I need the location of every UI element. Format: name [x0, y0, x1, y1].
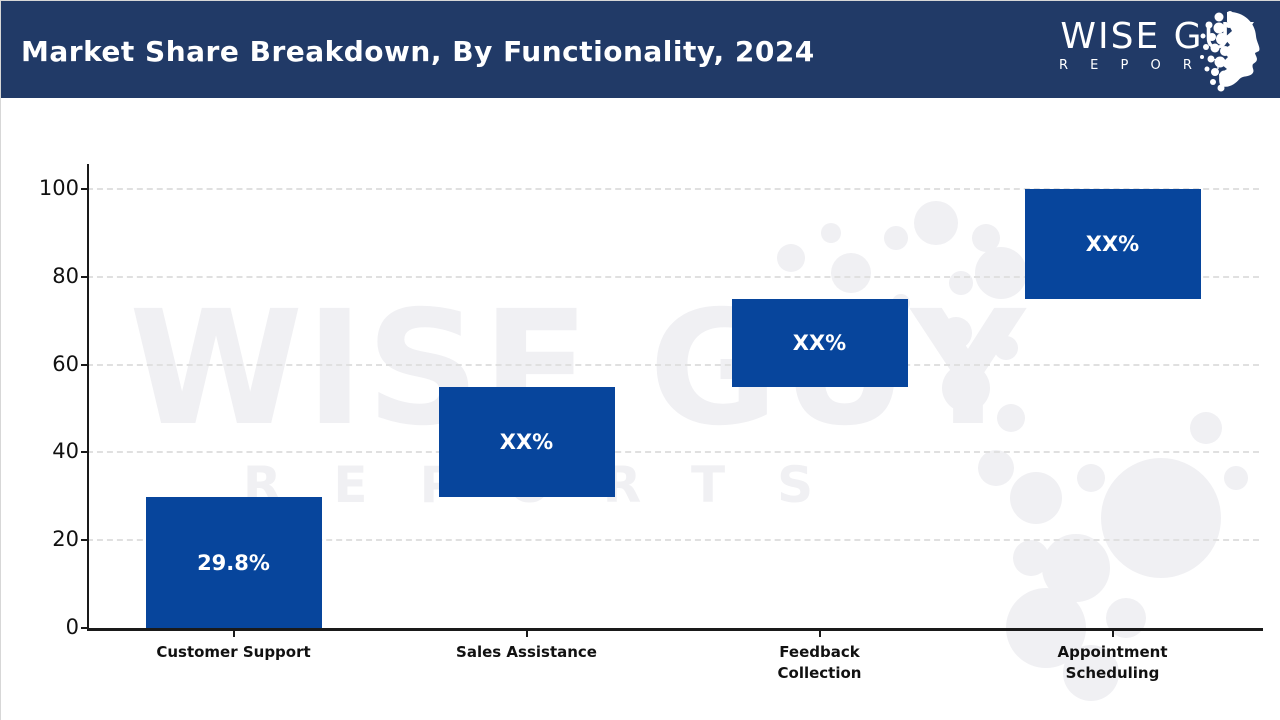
bar-segment: XX%: [731, 298, 908, 387]
x-axis-tick-mark: [1111, 630, 1114, 637]
x-axis-category-label: Feedback Collection: [777, 643, 862, 682]
y-axis-tick-label: 20: [52, 527, 79, 552]
gridline-20: [87, 539, 1259, 542]
wise-guy-reports-logo: WISE GUY R E P O R T S: [1019, 5, 1269, 95]
bar-value-label: XX%: [1085, 231, 1140, 256]
gridline-80: [87, 275, 1259, 278]
bar-value-label: XX%: [792, 330, 847, 355]
x-axis-category-label: Appointment Scheduling: [1057, 643, 1168, 682]
chart-title: Market Share Breakdown, By Functionality…: [21, 35, 815, 68]
y-axis-line: [87, 164, 89, 630]
gridline-40: [87, 451, 1259, 454]
bar-segment: XX%: [438, 386, 615, 498]
x-axis-category-label: Customer Support: [156, 643, 311, 661]
y-axis-tick-mark: [81, 188, 87, 190]
y-axis-tick-mark: [81, 363, 87, 366]
y-axis-tick-label: 60: [52, 351, 79, 376]
bar-value-label: XX%: [499, 429, 554, 454]
header-bar: Market Share Breakdown, By Functionality…: [1, 1, 1280, 98]
gridline-60: [87, 363, 1259, 366]
logo-face-icon: [1200, 11, 1260, 92]
y-axis-tick-label: 40: [52, 439, 79, 464]
x-axis-tick-mark: [525, 630, 528, 637]
bar-segment: 29.8%: [145, 497, 322, 628]
y-axis-tick-mark: [81, 451, 87, 454]
y-axis-tick-mark: [81, 275, 87, 278]
y-axis-tick-label: 0: [65, 615, 79, 639]
bar-value-label: 29.8%: [197, 550, 270, 575]
y-axis-tick-mark: [81, 627, 87, 629]
y-axis-tick-mark: [81, 539, 87, 542]
y-axis-tick-label: 80: [52, 263, 79, 288]
y-axis-tick-label: 100: [38, 176, 79, 200]
x-axis-category-label: Sales Assistance: [456, 643, 597, 661]
x-axis-tick-mark: [232, 630, 235, 637]
x-axis-line: [87, 628, 1263, 631]
bar-segment: XX%: [1024, 189, 1201, 299]
logo-subtitle: R E P O R T S: [1059, 58, 1262, 73]
gridline-100: [87, 188, 1259, 190]
x-axis-tick-mark: [818, 630, 821, 637]
